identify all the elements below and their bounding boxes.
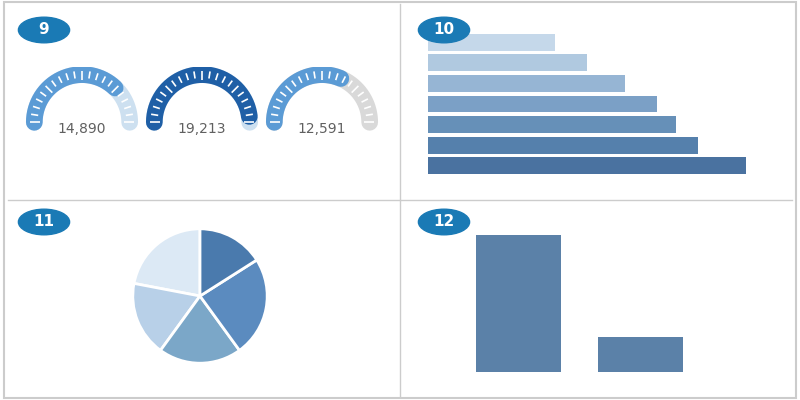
Text: 14,890: 14,890	[58, 122, 106, 136]
Bar	[428, 54, 587, 71]
Text: 9: 9	[38, 22, 50, 38]
Text: 10: 10	[434, 22, 454, 38]
Text: 12: 12	[434, 214, 454, 230]
Bar	[428, 75, 625, 92]
Bar	[598, 336, 683, 372]
Wedge shape	[161, 296, 239, 363]
Wedge shape	[133, 284, 200, 350]
Wedge shape	[200, 229, 257, 296]
Bar	[428, 157, 746, 174]
Bar	[428, 96, 657, 112]
Bar	[428, 137, 698, 154]
Bar	[476, 235, 562, 372]
Text: 11: 11	[34, 214, 54, 230]
Text: 19,213: 19,213	[178, 122, 226, 136]
Bar	[428, 116, 676, 133]
Wedge shape	[200, 260, 267, 350]
Bar	[428, 34, 555, 51]
Text: 12,591: 12,591	[298, 122, 346, 136]
Wedge shape	[134, 229, 200, 296]
